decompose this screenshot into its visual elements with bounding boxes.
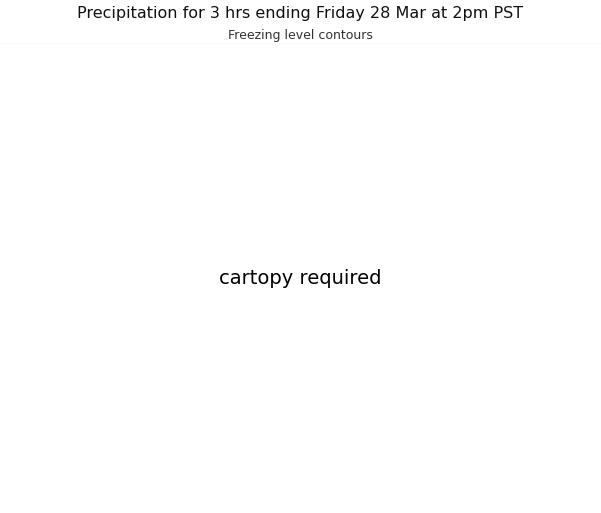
Text: Precipitation for 3 hrs ending Friday 28 Mar at 2pm PST: Precipitation for 3 hrs ending Friday 28…: [78, 6, 523, 21]
Text: cartopy required: cartopy required: [219, 269, 382, 288]
Text: Freezing level contours: Freezing level contours: [228, 29, 373, 42]
